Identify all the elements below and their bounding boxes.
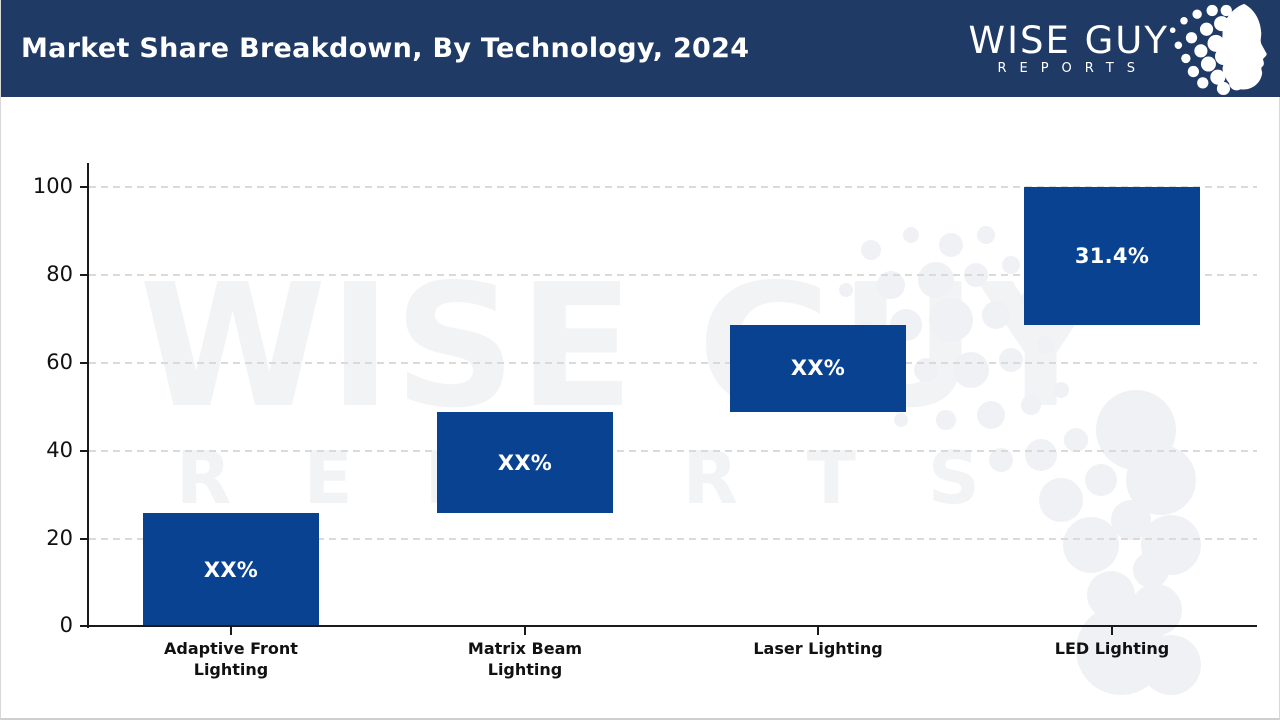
logo-wordmark-line2: REPORTS — [997, 61, 1149, 76]
header-bar: Market Share Breakdown, By Technology, 2… — [1, 0, 1280, 97]
y-tick-label: 80 — [46, 261, 73, 286]
y-tick-label: 60 — [46, 349, 73, 374]
x-category-label: Laser Lighting — [753, 639, 883, 658]
bar: 31.4% — [1024, 187, 1200, 325]
gridline — [89, 186, 1257, 188]
page-title: Market Share Breakdown, By Technology, 2… — [21, 33, 750, 64]
x-category-label: Adaptive Front Lighting — [164, 639, 298, 679]
x-axis-line — [87, 625, 1257, 627]
y-tick-mark — [80, 361, 88, 364]
logo-face-icon — [1169, 3, 1267, 95]
y-tick-label: 0 — [59, 613, 73, 638]
gridline — [89, 361, 1257, 364]
bar-value-label: XX% — [790, 356, 846, 381]
y-tick-label: 40 — [46, 437, 73, 462]
x-category-label: Matrix Beam Lighting — [467, 639, 583, 679]
y-tick-label: 100 — [32, 174, 73, 198]
y-axis-line — [87, 163, 89, 628]
x-tick-mark — [230, 627, 232, 635]
y-tick-mark — [80, 537, 88, 540]
x-tick-mark — [1111, 627, 1113, 635]
y-tick-mark — [80, 273, 88, 276]
logo-wordmark: WISE GUY REPORTS — [969, 22, 1169, 75]
y-tick-mark — [80, 186, 88, 188]
x-tick-mark — [817, 627, 819, 635]
bar-value-label: XX% — [497, 450, 553, 475]
gridline — [89, 273, 1257, 276]
gridline — [89, 449, 1257, 452]
bar-value-label: 31.4% — [1074, 243, 1150, 268]
x-tick-mark — [524, 627, 526, 635]
y-tick-mark — [80, 449, 88, 452]
bar: XX% — [143, 513, 319, 627]
y-tick-mark — [80, 625, 88, 628]
wiseguy-logo: WISE GUY REPORTS — [969, 2, 1267, 96]
y-tick-label: 20 — [46, 525, 73, 550]
bar-value-label: XX% — [203, 557, 259, 582]
gridline — [89, 537, 1257, 540]
logo-wordmark-line1: WISE GUY — [968, 19, 1169, 62]
x-category-label: LED Lighting — [1054, 639, 1170, 658]
bar: XX% — [437, 411, 613, 514]
bar: XX% — [730, 324, 906, 412]
